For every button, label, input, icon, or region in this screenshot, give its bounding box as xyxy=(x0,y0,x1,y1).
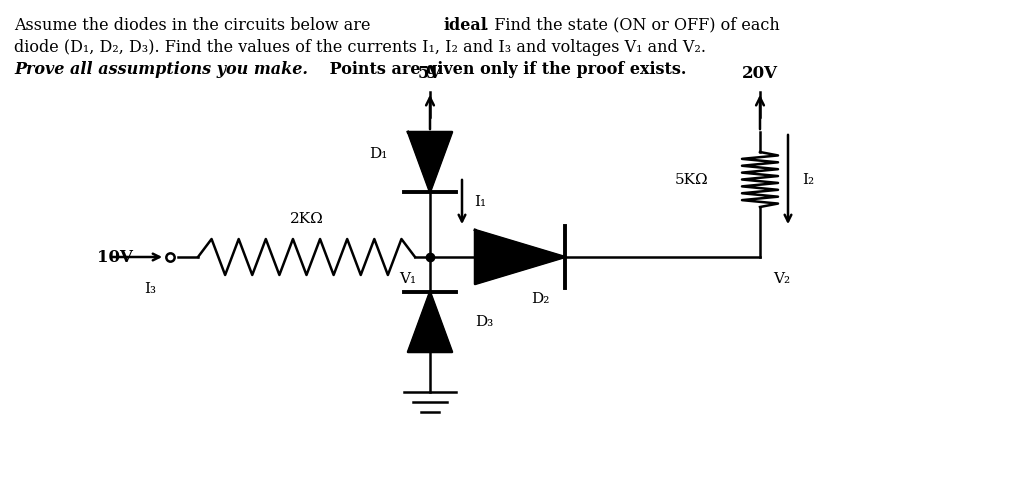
Text: V₂: V₂ xyxy=(773,272,791,286)
Text: Prove all assumptions you make.: Prove all assumptions you make. xyxy=(14,60,308,77)
Text: D₂: D₂ xyxy=(530,292,549,306)
Text: Assume the diodes in the circuits below are: Assume the diodes in the circuits below … xyxy=(14,17,376,34)
Text: ideal: ideal xyxy=(444,17,487,34)
Text: 5V: 5V xyxy=(418,65,442,82)
Text: 5KΩ: 5KΩ xyxy=(675,172,708,187)
Text: V₁: V₁ xyxy=(399,272,417,286)
Text: I₁: I₁ xyxy=(474,195,486,209)
Text: I₃: I₃ xyxy=(144,282,156,296)
Polygon shape xyxy=(408,132,452,192)
Text: diode (D₁, D₂, D₃). Find the values of the currents I₁, I₂ and I₃ and voltages V: diode (D₁, D₂, D₃). Find the values of t… xyxy=(14,38,706,56)
Text: Points are given only if the proof exists.: Points are given only if the proof exist… xyxy=(324,60,686,77)
Text: 20V: 20V xyxy=(742,65,778,82)
Polygon shape xyxy=(408,292,452,352)
Text: . Find the state (ON or OFF) of each: . Find the state (ON or OFF) of each xyxy=(484,17,779,34)
Text: 10V: 10V xyxy=(97,248,133,265)
Text: I₂: I₂ xyxy=(802,172,814,187)
Text: D₁: D₁ xyxy=(370,147,388,161)
Text: D₃: D₃ xyxy=(475,315,494,329)
Text: 2KΩ: 2KΩ xyxy=(290,212,324,226)
Polygon shape xyxy=(475,230,565,284)
